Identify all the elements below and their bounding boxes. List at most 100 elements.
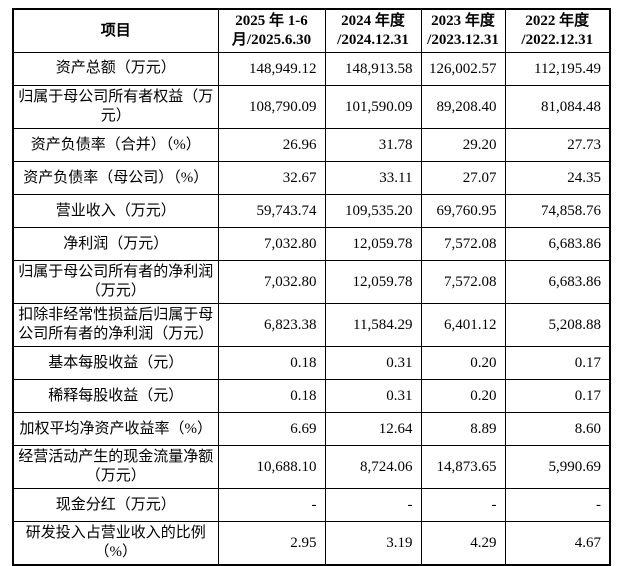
cell-value: 108,790.09 [217,84,326,130]
cell-value: 5,208.88 [504,303,611,348]
cell-value: 5,990.69 [504,445,611,490]
row-label: 资产负债率（母公司）（%） [12,161,219,196]
cell-value: 6,683.86 [504,227,611,262]
row-label: 基本每股收益（元） [12,346,219,381]
table-body: 资产总额（万元） 148,949.12 148,913.58 126,002.57 11… [12,52,611,566]
cell-value: - [324,488,422,523]
cell-value: 11,584.29 [324,303,422,348]
row-label: 研发投入占营业收入的比例（%） [12,521,219,566]
row-label: 资产负债率（合并）（%） [12,128,219,163]
table-row: 资产总额（万元） 148,949.12 148,913.58 126,002.57 11… [12,52,611,86]
table-row: 稀释每股收益（元） 0.18 0.31 0.20 0.17 [12,379,611,414]
cell-value: 0.20 [420,379,506,414]
cell-value: 32.67 [217,161,326,196]
cell-value: 2.95 [217,521,326,566]
cell-value: 6.69 [217,412,326,447]
cell-value: 112,195.49 [504,52,611,86]
table-row: 营业收入（万元） 59,743.74 109,535.20 69,760.95 74,8… [12,194,611,229]
row-label: 经营活动产生的现金流量净额（万元） [12,445,219,490]
cell-value: 4.67 [504,521,611,566]
table-row: 资产负债率（合并）（%） 26.96 31.78 29.20 27.73 [12,128,611,163]
row-label: 稀释每股收益（元） [12,379,219,414]
cell-value: 0.17 [504,379,611,414]
cell-value: 8,724.06 [324,445,422,490]
cell-value: 148,913.58 [324,52,422,86]
header-period-line2: /2022.12.31 [521,32,594,48]
cell-value: - [420,488,506,523]
cell-value: 69,760.95 [420,194,506,229]
table-row: 扣除非经常性损益后归属于母公司所有者的净利润（万元） 6,823.38 11,584… [12,303,611,348]
header-period-2025: 2025 年 1-6 月/2025.6.30 [217,8,326,53]
header-period-line1: 2024 年度 [341,13,405,30]
cell-value: 33.11 [324,161,422,196]
table-row: 基本每股收益（元） 0.18 0.31 0.20 0.17 [12,346,611,381]
header-period-2024: 2024 年度 /2024.12.31 [324,8,422,53]
cell-value: 126,002.57 [420,52,506,86]
cell-value: 12,059.78 [324,227,422,262]
row-label: 归属于母公司所有者权益（万元） [12,84,219,130]
cell-value: 59,743.74 [217,194,326,229]
cell-value: 8.89 [420,412,506,447]
cell-value: 89,208.40 [420,84,506,130]
cell-value: - [217,488,326,523]
header-period-line1: 2022 年度 [525,13,590,30]
row-label: 归属于母公司所有者的净利润（万元） [12,260,219,305]
row-label: 扣除非经常性损益后归属于母公司所有者的净利润（万元） [12,303,219,348]
cell-value: 24.35 [504,161,611,196]
table-row: 资产负债率（母公司）（%） 32.67 33.11 27.07 24.35 [12,161,611,196]
cell-value: 8.60 [504,412,611,447]
cell-value: 81,084.48 [504,84,611,130]
cell-value: 7,032.80 [217,227,326,262]
header-period-line2: /2024.12.31 [337,32,409,48]
cell-value: 101,590.09 [324,84,422,130]
header-item-label: 项目 [12,8,219,53]
row-label: 加权平均净资产收益率（%） [12,412,219,447]
cell-value: 0.20 [420,346,506,381]
row-label: 净利润（万元） [12,227,219,262]
header-period-2022: 2022 年度 /2022.12.31 [504,8,611,53]
cell-value: 74,858.76 [504,194,611,229]
cell-value: 27.07 [420,161,506,196]
cell-value: 7,572.08 [420,260,506,305]
cell-value: 148,949.12 [217,52,326,86]
header-period-line1: 2025 年 1-6 [235,13,308,30]
cell-value: 10,688.10 [217,445,326,490]
cell-value: 0.31 [324,379,422,414]
cell-value: 0.31 [324,346,422,381]
cell-value: 0.18 [217,346,326,381]
header-period-line2: /2023.12.31 [427,32,499,48]
row-label: 现金分红（万元） [12,488,219,523]
cell-value: - [504,488,611,523]
cell-value: 7,572.08 [420,227,506,262]
cell-value: 12,059.78 [324,260,422,305]
cell-value: 6,401.12 [420,303,506,348]
cell-value: 26.96 [217,128,326,163]
cell-value: 14,873.65 [420,445,506,490]
table-row: 归属于母公司所有者权益（万元） 108,790.09 101,590.09 89,20… [12,84,611,130]
cell-value: 109,535.20 [324,194,422,229]
table-row: 经营活动产生的现金流量净额（万元） 10,688.10 8,724.06 14,873… [12,445,611,490]
header-period-2023: 2023 年度 /2023.12.31 [420,8,506,53]
header-row: 项目 2025 年 1-6 月/2025.6.30 2024 年度 /2024.… [12,8,611,53]
cell-value: 12.64 [324,412,422,447]
header-period-line1: 2023 年度 [431,13,495,30]
cell-value: 31.78 [324,128,422,163]
cell-value: 3.19 [324,521,422,566]
table-row: 归属于母公司所有者的净利润（万元） 7,032.80 12,059.78 7,572.… [12,260,611,305]
table-row: 研发投入占营业收入的比例（%） 2.95 3.19 4.29 4.67 [12,521,611,566]
financial-summary-table: 项目 2025 年 1-6 月/2025.6.30 2024 年度 /2024.… [12,8,611,566]
cell-value: 0.17 [504,346,611,381]
cell-value: 29.20 [420,128,506,163]
cell-value: 6,823.38 [217,303,326,348]
row-label: 资产总额（万元） [12,52,219,86]
table-row: 现金分红（万元） - - - - [12,488,611,523]
table-row: 加权平均净资产收益率（%） 6.69 12.64 8.89 8.60 [12,412,611,447]
cell-value: 4.29 [420,521,506,566]
cell-value: 7,032.80 [217,260,326,305]
table-row: 净利润（万元） 7,032.80 12,059.78 7,572.08 6,683.86 [12,227,611,262]
cell-value: 0.18 [217,379,326,414]
cell-value: 27.73 [504,128,611,163]
header-period-line2: 月/2025.6.30 [231,32,312,48]
cell-value: 6,683.86 [504,260,611,305]
